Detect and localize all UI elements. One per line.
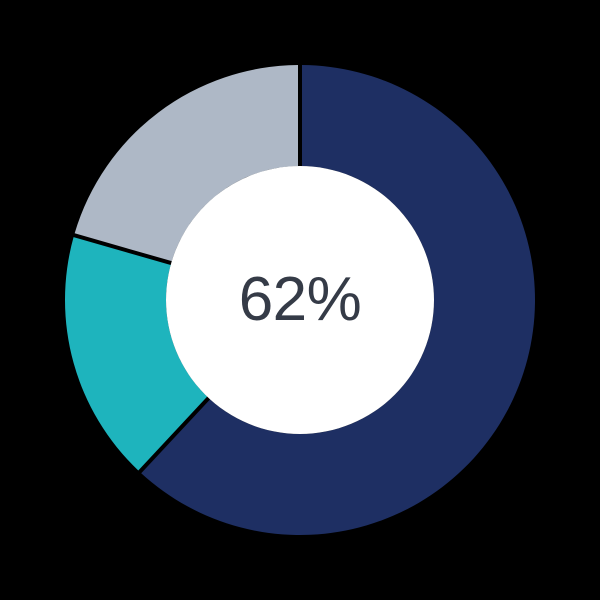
donut-slice-secondary[interactable] xyxy=(64,237,208,471)
donut-center-hole xyxy=(166,166,434,434)
donut-slice-tertiary[interactable] xyxy=(74,65,298,262)
donut-slice-group xyxy=(64,65,535,536)
donut-slice-primary[interactable] xyxy=(141,65,535,536)
